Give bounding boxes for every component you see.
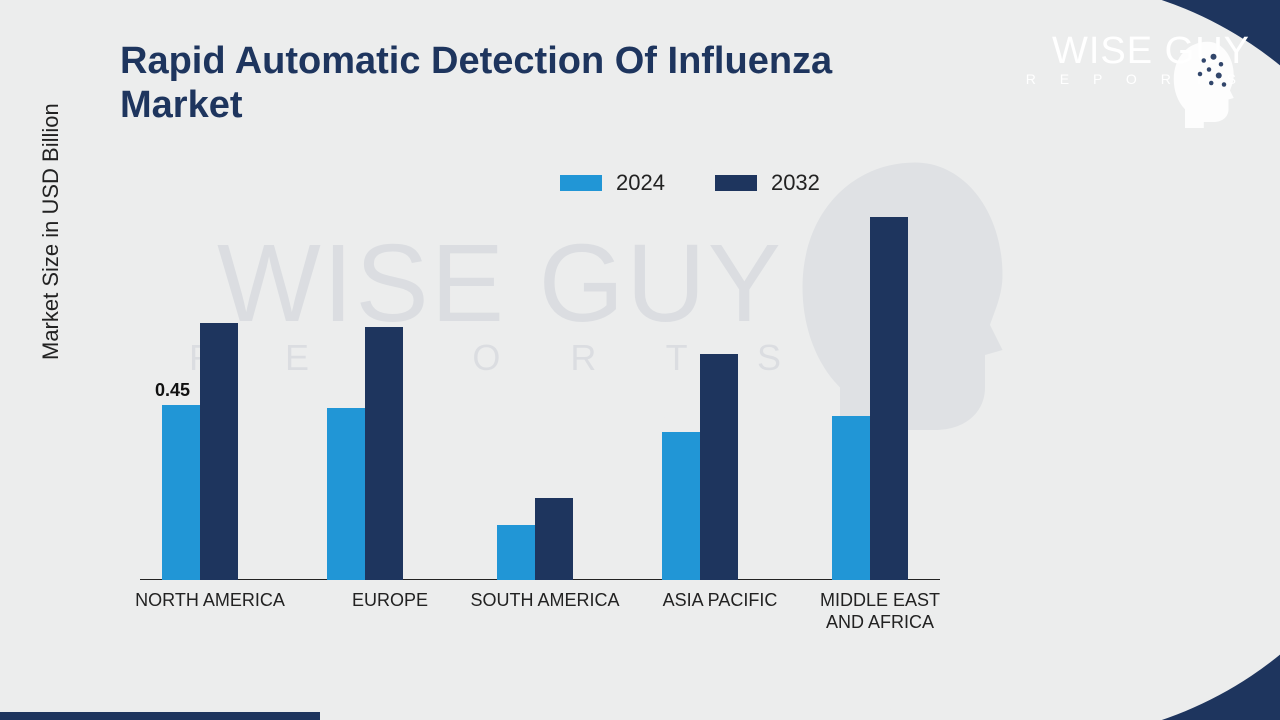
bar-group [485, 190, 605, 580]
bar [497, 525, 535, 580]
category-label: EUROPE [315, 590, 465, 612]
category-label: NORTH AMERICA [135, 590, 285, 612]
bar [832, 416, 870, 580]
bar-data-label: 0.45 [150, 380, 190, 401]
legend-swatch-2024 [560, 175, 602, 191]
category-label: SOUTH AMERICA [470, 590, 620, 612]
bar [327, 408, 365, 580]
bar [870, 217, 908, 580]
bar [365, 327, 403, 581]
brand-head-icon [1160, 38, 1240, 128]
bar [662, 432, 700, 580]
category-label: ASIA PACIFIC [645, 590, 795, 612]
regional-bar-chart: Market Size in USD Billion 2024 2032 0.4… [100, 180, 960, 680]
bar-group [650, 190, 770, 580]
bar [535, 498, 573, 580]
chart-title: Rapid Automatic Detection Of Influenza M… [120, 40, 840, 127]
bar-group: 0.45 [150, 190, 270, 580]
category-label: MIDDLE EAST AND AFRICA [805, 590, 955, 633]
bar [700, 354, 738, 580]
bar [200, 323, 238, 580]
brand-logo: WISE GUY R E P O R T S [980, 30, 1250, 87]
canvas: WISE GUY R E P O R T S Rapid Automatic D… [0, 0, 1280, 720]
bottom-accent-bar [0, 712, 320, 720]
y-axis-label: Market Size in USD Billion [38, 103, 64, 360]
bar-group [820, 190, 940, 580]
bar-group [315, 190, 435, 580]
bar [162, 405, 200, 581]
legend-swatch-2032 [715, 175, 757, 191]
plot-area: 0.45NORTH AMERICAEUROPESOUTH AMERICAASIA… [140, 190, 940, 580]
